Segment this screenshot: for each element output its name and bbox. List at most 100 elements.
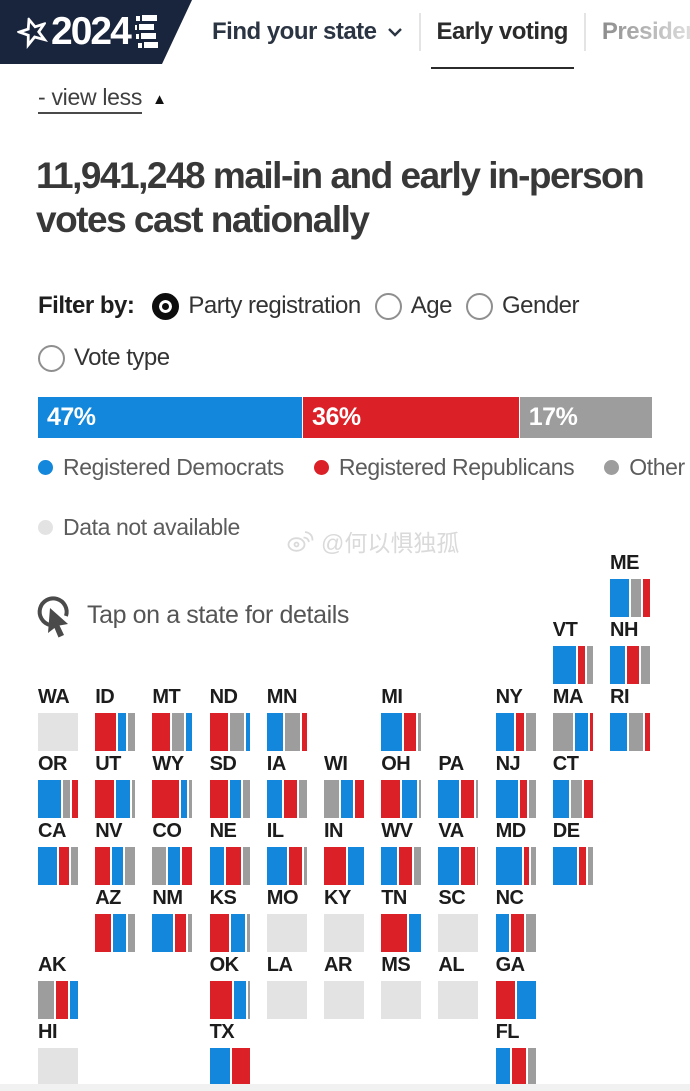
state-cell-KS[interactable]: KS bbox=[209, 887, 256, 952]
state-cell-ME[interactable]: ME bbox=[610, 552, 656, 617]
state-cell-VA[interactable]: VA bbox=[438, 820, 484, 885]
state-cell-ID[interactable]: ID bbox=[95, 686, 141, 751]
state-cell-MI[interactable]: MI bbox=[381, 686, 427, 751]
mini-bar-oth bbox=[285, 713, 300, 751]
filter-by-label: Filter by: bbox=[38, 292, 135, 319]
radio-party-registration[interactable]: Party registration bbox=[152, 292, 361, 320]
state-mini-chart bbox=[495, 780, 536, 818]
nav-find-your-state[interactable]: Find your state bbox=[196, 0, 419, 64]
state-cell-TN[interactable]: TN bbox=[381, 887, 427, 952]
state-cell-OK[interactable]: OK bbox=[209, 954, 256, 1019]
tab-early-voting[interactable]: Early voting bbox=[421, 0, 584, 69]
mini-bar-oth bbox=[528, 1048, 536, 1086]
state-cell-NY[interactable]: NY bbox=[495, 686, 542, 751]
mini-bar-oth bbox=[131, 780, 136, 818]
radio-button[interactable] bbox=[374, 292, 402, 320]
state-cell-UT[interactable]: UT bbox=[95, 753, 141, 818]
mini-bar-rep bbox=[584, 780, 593, 818]
state-cell-DE[interactable]: DE bbox=[552, 820, 599, 885]
mini-bar-dem bbox=[38, 847, 58, 885]
state-cell-HI[interactable]: HI bbox=[38, 1021, 84, 1086]
state-cell-AL[interactable]: AL bbox=[438, 954, 484, 1019]
state-cell-IN[interactable]: IN bbox=[324, 820, 370, 885]
state-label: NJ bbox=[495, 753, 521, 775]
state-mini-chart bbox=[495, 981, 536, 1019]
radio-button[interactable] bbox=[38, 344, 65, 372]
state-mini-chart bbox=[381, 847, 422, 885]
state-label: MS bbox=[381, 954, 411, 976]
bar-segment-dem: 47% bbox=[38, 397, 303, 438]
state-cell-FL[interactable]: FL bbox=[495, 1021, 542, 1086]
state-label: NM bbox=[152, 887, 183, 909]
radio-vote-type[interactable]: Vote type bbox=[38, 344, 170, 372]
state-cell-GA[interactable]: GA bbox=[495, 954, 542, 1019]
state-mini-chart bbox=[610, 713, 651, 751]
state-cell-OR[interactable]: OR bbox=[38, 753, 84, 818]
state-cell-WY[interactable]: WY bbox=[152, 753, 198, 818]
state-cell-MA[interactable]: MA bbox=[552, 686, 599, 751]
mini-bar-rep bbox=[209, 981, 232, 1019]
state-cell-WV[interactable]: WV bbox=[381, 820, 427, 885]
state-cell-WI[interactable]: WI bbox=[324, 753, 370, 818]
state-mini-chart bbox=[495, 914, 536, 952]
state-cell-CA[interactable]: CA bbox=[38, 820, 84, 885]
state-cell-MT[interactable]: MT bbox=[152, 686, 198, 751]
mini-bar-rep bbox=[577, 646, 586, 684]
state-cell-NE[interactable]: NE bbox=[209, 820, 256, 885]
state-cell-LA[interactable]: LA bbox=[266, 954, 313, 1019]
state-cell-AR[interactable]: AR bbox=[324, 954, 370, 1019]
radio-gender[interactable]: Gender bbox=[465, 292, 580, 320]
state-cell-IL[interactable]: IL bbox=[266, 820, 313, 885]
mini-bar-rep bbox=[209, 914, 230, 952]
state-label: WY bbox=[152, 753, 184, 775]
state-cell-SC[interactable]: SC bbox=[438, 887, 484, 952]
state-cell-ND[interactable]: ND bbox=[209, 686, 256, 751]
state-cell-PA[interactable]: PA bbox=[438, 753, 484, 818]
state-label: PA bbox=[438, 753, 464, 775]
state-cell-CT[interactable]: CT bbox=[552, 753, 599, 818]
state-mini-chart bbox=[552, 780, 593, 818]
filter-row-1: Filter by: Party registration Age Gender bbox=[38, 292, 580, 320]
state-label: IL bbox=[266, 820, 284, 842]
state-cell-IA[interactable]: IA bbox=[266, 753, 313, 818]
state-cell-MS[interactable]: MS bbox=[381, 954, 427, 1019]
state-cell-NJ[interactable]: NJ bbox=[495, 753, 542, 818]
legend-label: Other bbox=[629, 454, 685, 480]
state-cell-SD[interactable]: SD bbox=[209, 753, 256, 818]
state-cell-RI[interactable]: RI bbox=[610, 686, 656, 751]
state-cell-NH[interactable]: NH bbox=[610, 619, 656, 684]
mini-bar-oth bbox=[530, 847, 536, 885]
radio-label: Age bbox=[410, 292, 453, 319]
view-less-link[interactable]: - view less ▲ bbox=[38, 84, 167, 114]
state-cell-OH[interactable]: OH bbox=[381, 753, 427, 818]
mini-bar-oth bbox=[38, 981, 55, 1019]
tab-president[interactable]: Presiden bbox=[586, 0, 690, 64]
state-cell-MO[interactable]: MO bbox=[266, 887, 313, 952]
state-cell-AZ[interactable]: AZ bbox=[95, 887, 141, 952]
mini-bar-oth bbox=[324, 780, 340, 818]
radio-button[interactable] bbox=[152, 292, 180, 320]
site-logo-2024[interactable]: 2024 bbox=[0, 0, 192, 64]
mini-bar-rep bbox=[152, 780, 179, 818]
state-cell-NM[interactable]: NM bbox=[152, 887, 198, 952]
state-cell-VT[interactable]: VT bbox=[552, 619, 599, 684]
state-cell-NC[interactable]: NC bbox=[495, 887, 542, 952]
dem-dot-icon bbox=[38, 460, 53, 475]
radio-button[interactable] bbox=[465, 292, 493, 320]
state-cell-KY[interactable]: KY bbox=[324, 887, 370, 952]
state-cell-NV[interactable]: NV bbox=[95, 820, 141, 885]
state-cell-CO[interactable]: CO bbox=[152, 820, 198, 885]
nav-divider bbox=[583, 13, 586, 51]
state-cell-TX[interactable]: TX bbox=[209, 1021, 256, 1086]
mini-bar-dem bbox=[495, 713, 514, 751]
state-label: NY bbox=[495, 686, 523, 708]
state-cell-MD[interactable]: MD bbox=[495, 820, 542, 885]
radio-age[interactable]: Age bbox=[374, 292, 453, 320]
state-cell-WA[interactable]: WA bbox=[38, 686, 84, 751]
mini-bar-rep bbox=[495, 981, 515, 1019]
mini-bar-oth bbox=[188, 914, 193, 952]
state-cell-AK[interactable]: AK bbox=[38, 954, 84, 1019]
mini-bar-oth bbox=[413, 847, 422, 885]
state-cell-MN[interactable]: MN bbox=[266, 686, 313, 751]
